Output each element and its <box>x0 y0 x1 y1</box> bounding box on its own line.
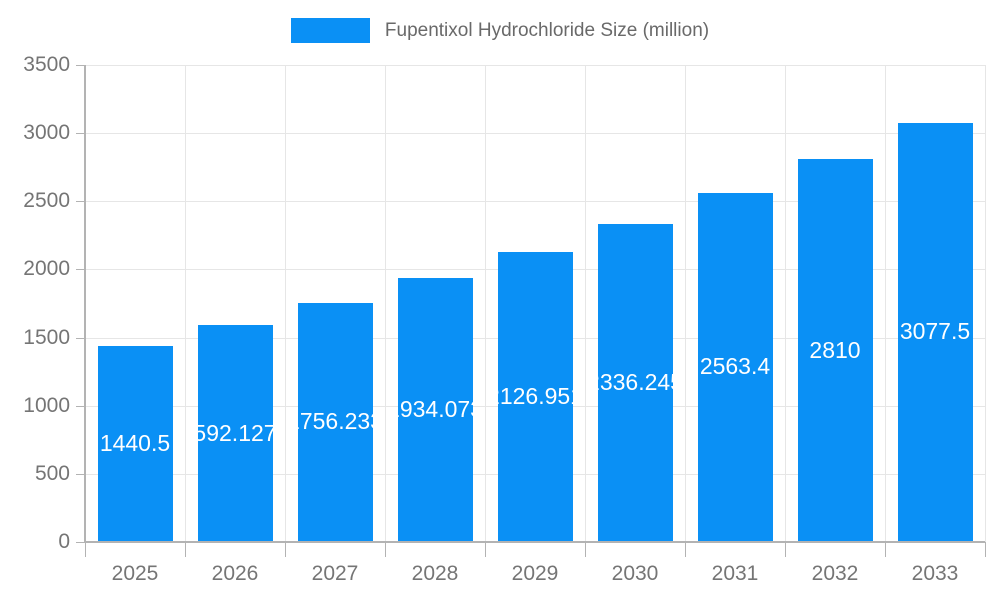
bar-2027[interactable]: 1756.233 <box>297 302 373 541</box>
bar-value-label: 2336.245 <box>598 368 673 395</box>
legend-label: Fupentixol Hydrochloride Size (million) <box>384 19 710 41</box>
bar-2033[interactable]: 3077.5 <box>897 122 973 541</box>
y-axis-tick-label: 3000 <box>23 121 70 145</box>
x-axis-tick <box>985 542 986 557</box>
x-axis-tick-label: 2026 <box>211 562 259 585</box>
y-axis-tick <box>76 201 85 203</box>
y-axis-tick-label: 0 <box>58 530 70 553</box>
y-axis-tick <box>76 542 85 543</box>
y-axis-tick <box>76 337 85 339</box>
bar-2028[interactable]: 1934.073 <box>397 278 473 541</box>
y-axis-tick-label: 2500 <box>23 189 70 213</box>
x-axis-line <box>84 541 985 543</box>
y-axis-tick-label: 3500 <box>23 53 70 76</box>
bar-value-label: 2126.951 <box>498 383 573 410</box>
gridline-vertical <box>885 65 886 542</box>
x-axis-tick-label: 2032 <box>811 562 859 585</box>
y-axis-tick <box>76 269 85 271</box>
y-axis-tick-label: 1000 <box>23 393 70 417</box>
x-axis-tick-label: 2028 <box>411 562 459 585</box>
bar-value-label: 1440.5 <box>99 429 171 456</box>
x-axis-tick-label: 2030 <box>611 562 659 585</box>
y-axis-tick <box>76 473 85 475</box>
bar-value-label: 2563.4 <box>699 353 771 380</box>
bar-2032[interactable]: 2810 <box>797 159 873 541</box>
gridline-vertical <box>285 65 286 542</box>
bar-value-label: 1592.1275 <box>197 419 273 446</box>
bar-value-label: 2810 <box>809 336 861 363</box>
y-axis-tick-label: 1500 <box>23 325 70 349</box>
x-axis-tick <box>485 542 486 557</box>
x-axis-tick <box>85 542 86 557</box>
bar-2026[interactable]: 1592.1275 <box>197 325 273 541</box>
x-axis-tick <box>585 542 586 557</box>
x-axis-tick <box>785 542 786 557</box>
x-axis-tick-label: 2029 <box>511 562 559 585</box>
x-axis-tick <box>885 542 886 557</box>
gridline-vertical <box>185 65 186 542</box>
y-axis-line <box>84 65 86 542</box>
y-axis-tick-label: 500 <box>34 461 70 485</box>
legend-swatch <box>290 18 370 43</box>
gridline-vertical <box>585 65 586 542</box>
x-axis-tick-label: 2033 <box>911 562 959 585</box>
bar-value-label: 1934.073 <box>398 396 473 423</box>
x-axis-tick-label: 2027 <box>311 562 359 585</box>
x-axis-tick-label: 2025 <box>111 562 159 585</box>
x-axis-tick <box>285 542 286 557</box>
gridline-horizontal <box>85 133 985 135</box>
bar-2030[interactable]: 2336.245 <box>597 223 673 541</box>
bar-2031[interactable]: 2563.4 <box>697 192 773 541</box>
gridline-vertical <box>785 65 786 542</box>
x-axis-tick <box>685 542 686 557</box>
y-axis-tick <box>76 133 85 135</box>
gridline-horizontal <box>85 65 985 66</box>
y-axis-tick-label: 2000 <box>23 257 70 281</box>
y-axis-tick <box>76 405 85 407</box>
gridline-vertical <box>385 65 386 542</box>
gridline-horizontal <box>85 201 985 203</box>
x-axis-tick <box>385 542 386 557</box>
y-axis-tick <box>76 65 85 66</box>
legend-item[interactable]: Fupentixol Hydrochloride Size (million) <box>0 18 1000 43</box>
bar-2029[interactable]: 2126.951 <box>497 252 573 541</box>
x-axis-tick <box>185 542 186 557</box>
bar-value-label: 3077.5 <box>899 318 971 345</box>
bar-2025[interactable]: 1440.5 <box>97 345 173 541</box>
gridline-vertical <box>685 65 686 542</box>
x-axis-tick-label: 2031 <box>711 562 759 585</box>
bar-value-label: 1756.233 <box>298 408 373 435</box>
gridline-vertical <box>485 65 486 542</box>
gridline-vertical <box>985 65 986 542</box>
